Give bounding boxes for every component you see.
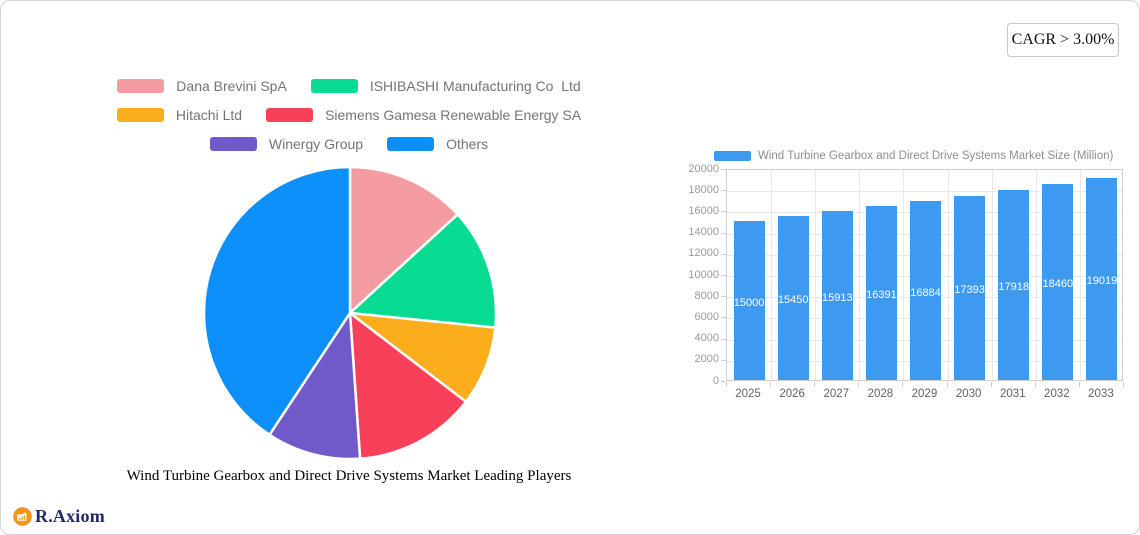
bar-legend-swatch (714, 151, 751, 161)
legend-item-3[interactable]: Siemens Gamesa Renewable Energy SA (266, 106, 581, 124)
logo: R.Axiom (13, 506, 105, 527)
legend-label: Others (446, 136, 489, 152)
pie-slice-5[interactable] (202, 165, 352, 437)
x-axis-tick-mark (726, 382, 727, 387)
chart-pen-icon (13, 507, 32, 526)
pie-slice-3[interactable] (348, 311, 468, 460)
x-axis-tick-label: 2026 (779, 388, 805, 400)
cagr-badge-label: CAGR > 3.00% (1011, 31, 1115, 48)
x-axis-tick-mark (814, 382, 816, 387)
gridline (947, 170, 949, 380)
gridline (859, 170, 861, 380)
gridline (1079, 170, 1081, 380)
y-axis-tick-mark (721, 253, 726, 255)
legend-swatch (116, 108, 164, 122)
legend-item-2[interactable]: Hitachi Ltd (116, 106, 243, 124)
x-axis-tick-label: 2028 (867, 388, 894, 400)
bar-2029[interactable] (910, 201, 941, 380)
x-axis-tick-label: 2030 (955, 388, 982, 400)
bar-2030[interactable] (954, 195, 986, 380)
y-axis-tick-mark (721, 317, 726, 319)
gridline (727, 191, 1122, 193)
legend-item-1[interactable]: ISHIBASHI Manufacturing Co Ltd (310, 77, 581, 95)
bar-2026[interactable] (777, 216, 809, 380)
pie-slice-4[interactable] (268, 311, 362, 461)
y-axis-tick-mark (721, 232, 726, 234)
y-axis-tick-label: 12000 (688, 247, 719, 260)
legend-label: Siemens Gamesa Renewable Energy SA (325, 107, 582, 123)
legend-item-5[interactable]: Others (387, 135, 488, 153)
x-axis-tick-label: 2029 (911, 388, 938, 400)
legend-label: Winergy Group (268, 136, 364, 152)
legend-label: Hitachi Ltd (175, 107, 243, 123)
legend-swatch (310, 79, 358, 93)
y-axis-tick-mark (721, 275, 726, 276)
y-axis-tick-mark (721, 169, 726, 170)
y-axis-tick-label: 14000 (688, 226, 719, 239)
cagr-badge: CAGR > 3.00% (1007, 23, 1119, 57)
pie-slice-1[interactable] (348, 213, 498, 329)
x-axis-tick-label: 2027 (823, 388, 850, 400)
legend-swatch (117, 79, 165, 93)
y-axis-tick-mark (721, 381, 726, 382)
x-axis-tick-label: 2033 (1088, 388, 1114, 400)
x-axis-tick-mark (1034, 382, 1036, 387)
gridline (815, 170, 817, 380)
logo-text: R.Axiom (35, 506, 105, 526)
y-axis-tick-mark (721, 190, 726, 192)
pie-slice-0[interactable] (348, 165, 459, 315)
gridline (771, 170, 773, 380)
x-axis-tick-mark (946, 382, 948, 387)
legend-item-4[interactable]: Winergy Group (209, 135, 364, 153)
pie-title: Wind Turbine Gearbox and Direct Drive Sy… (126, 468, 572, 484)
y-axis-tick-mark (721, 296, 726, 298)
bar-plot: 15000 15450 15913 16391 16884 17393 17918 18460… (726, 169, 1123, 381)
gridline (991, 170, 993, 380)
x-axis-tick-label: 2025 (735, 388, 761, 400)
y-axis-tick-label: 2000 (694, 353, 719, 366)
pie-legend: Dana Brevini SpA ISHIBASHI Manufacturing … (79, 77, 619, 153)
gridline (1035, 170, 1037, 380)
legend-label: Dana Brevini SpA (176, 78, 287, 94)
bar-2027[interactable] (821, 211, 853, 380)
x-axis-tick-mark (1123, 382, 1124, 387)
x-axis-tick-label: 2032 (1044, 388, 1070, 400)
y-axis-tick-mark (721, 338, 726, 340)
y-axis-tick-label: 10000 (688, 268, 719, 281)
y-axis-tick-label: 6000 (694, 310, 719, 323)
y-axis-tick-label: 0 (712, 374, 719, 387)
x-axis-tick-mark (902, 382, 904, 387)
x-axis-tick-label: 2031 (999, 388, 1026, 400)
x-axis-tick-mark (990, 382, 992, 387)
y-axis-tick-label: 8000 (694, 289, 719, 302)
legend-swatch (209, 137, 257, 151)
bar-2033[interactable] (1086, 178, 1118, 380)
y-axis-tick-mark (721, 359, 726, 361)
legend-swatch (266, 108, 314, 122)
gridline (903, 170, 905, 380)
bar-chart-legend[interactable]: Wind Turbine Gearbox and Direct Drive Sy… (714, 150, 1113, 162)
x-axis-tick-mark (858, 382, 860, 387)
bar-2031[interactable] (998, 190, 1030, 380)
x-axis-tick-mark (770, 382, 772, 387)
x-axis-tick-mark (1078, 382, 1080, 387)
bar-2032[interactable] (1042, 184, 1074, 380)
bar-chart: Wind Turbine Gearbox and Direct Drive Sy… (651, 141, 1139, 416)
legend-swatch (387, 137, 435, 151)
y-axis-tick-label: 18000 (688, 183, 719, 196)
bar-legend-label: Wind Turbine Gearbox and Direct Drive Sy… (758, 150, 1114, 162)
y-axis-tick-label: 16000 (688, 204, 719, 217)
bar-2028[interactable] (865, 206, 897, 380)
legend-item-0[interactable]: Dana Brevini SpA (117, 77, 287, 95)
y-axis-tick-label: 20000 (688, 162, 719, 175)
legend-label: ISHIBASHI Manufacturing Co Ltd (369, 78, 581, 94)
y-axis-tick-mark (721, 211, 726, 213)
pie-chart[interactable] (200, 163, 500, 463)
bar-2025[interactable] (733, 221, 765, 380)
pie-slice-2[interactable] (348, 311, 497, 404)
y-axis-tick-label: 4000 (694, 332, 719, 345)
